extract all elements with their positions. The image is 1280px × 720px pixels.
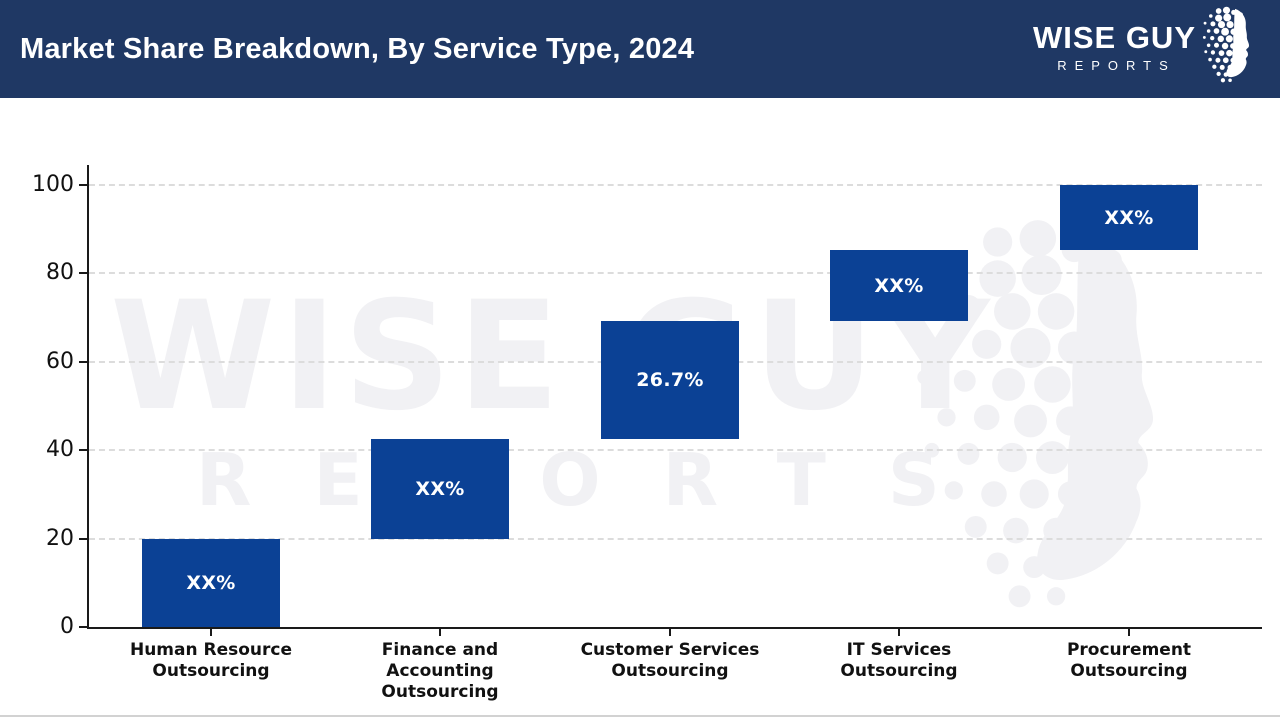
x-category-label-line: Finance and — [381, 640, 499, 660]
watermark-reports-text: REPORTS — [196, 438, 1002, 522]
y-tick-mark-20 — [79, 537, 87, 540]
x-category-label-line: Outsourcing — [152, 661, 270, 681]
bar-value-label-customer-services-outsourcing: 26.7% — [636, 369, 704, 392]
x-category-label-customer-services-outsourcing: Customer Services Outsourcing — [555, 640, 785, 682]
x-category-label-line: Outsourcing — [1070, 661, 1188, 681]
y-tick-mark-80 — [79, 272, 87, 275]
y-gridline-40 — [89, 449, 1262, 452]
x-category-label-line: Outsourcing — [381, 682, 499, 702]
x-category-label-human-resource-outsourcing: Human Resource Outsourcing — [96, 640, 326, 682]
header-bar: Market Share Breakdown, By Service Type,… — [0, 0, 1280, 98]
bar-value-label-human-resource-outsourcing: XX% — [186, 571, 236, 594]
y-tick-label-40: 40 — [46, 437, 74, 463]
x-tick-mark-human-resource-outsourcing — [210, 629, 212, 636]
logo-reports-text: REPORTS — [1057, 57, 1176, 73]
x-category-label-line: Customer Services — [580, 640, 760, 660]
x-category-label-line: Procurement — [1066, 640, 1192, 660]
y-tick-mark-100 — [79, 184, 87, 186]
y-gridline-100 — [89, 184, 1262, 186]
y-gridline-20 — [89, 537, 1262, 540]
y-tick-label-80: 80 — [46, 260, 74, 286]
y-tick-mark-60 — [79, 360, 87, 363]
bottom-divider — [0, 715, 1280, 717]
bar-customer-services-outsourcing: 26.7% — [601, 321, 739, 440]
x-category-label-line: Human Resource — [129, 640, 293, 660]
x-axis-line — [87, 627, 1262, 629]
bar-human-resource-outsourcing: XX% — [142, 538, 280, 627]
bar-finance-and-accounting-outsourcing: XX% — [371, 439, 509, 539]
bar-value-label-finance-and-accounting-outsourcing: XX% — [415, 477, 465, 500]
x-category-label-line: IT Services — [846, 640, 952, 660]
x-tick-mark-finance-and-accounting-outsourcing — [439, 629, 441, 636]
x-category-label-finance-and-accounting-outsourcing: Finance and Accounting Outsourcing — [325, 640, 555, 703]
logo-wordmark: WISE GUY — [1032, 19, 1196, 55]
x-tick-mark-customer-services-outsourcing — [669, 629, 671, 636]
bar-value-label-procurement-outsourcing: XX% — [1104, 206, 1154, 229]
x-tick-mark-procurement-outsourcing — [1128, 629, 1130, 636]
bar-procurement-outsourcing: XX% — [1060, 185, 1198, 251]
y-axis-line — [87, 165, 89, 629]
x-tick-mark-it-services-outsourcing — [898, 629, 900, 636]
y-tick-label-100: 100 — [32, 172, 74, 197]
page-title: Market Share Breakdown, By Service Type,… — [20, 32, 695, 65]
bar-value-label-it-services-outsourcing: XX% — [874, 274, 924, 297]
y-tick-label-20: 20 — [46, 525, 74, 551]
y-tick-mark-40 — [79, 449, 87, 452]
wise-guy-reports-logo: WISE GUY REPORTS — [1033, 6, 1266, 86]
x-category-label-procurement-outsourcing: Procurement Outsourcing — [1014, 640, 1244, 682]
y-gridline-80 — [89, 272, 1262, 275]
bar-it-services-outsourcing: XX% — [830, 250, 968, 322]
logo-text: WISE GUY REPORTS — [1033, 20, 1196, 73]
x-category-label-line: Outsourcing — [840, 661, 958, 681]
y-tick-label-0: 0 — [60, 614, 74, 639]
x-category-label-line: Outsourcing — [611, 661, 729, 681]
x-category-label-line: Accounting — [386, 661, 494, 681]
logo-face-dots-icon — [1202, 6, 1250, 83]
x-category-label-it-services-outsourcing: IT Services Outsourcing — [784, 640, 1014, 682]
y-tick-label-60: 60 — [46, 348, 74, 374]
y-tick-mark-0 — [79, 626, 87, 628]
